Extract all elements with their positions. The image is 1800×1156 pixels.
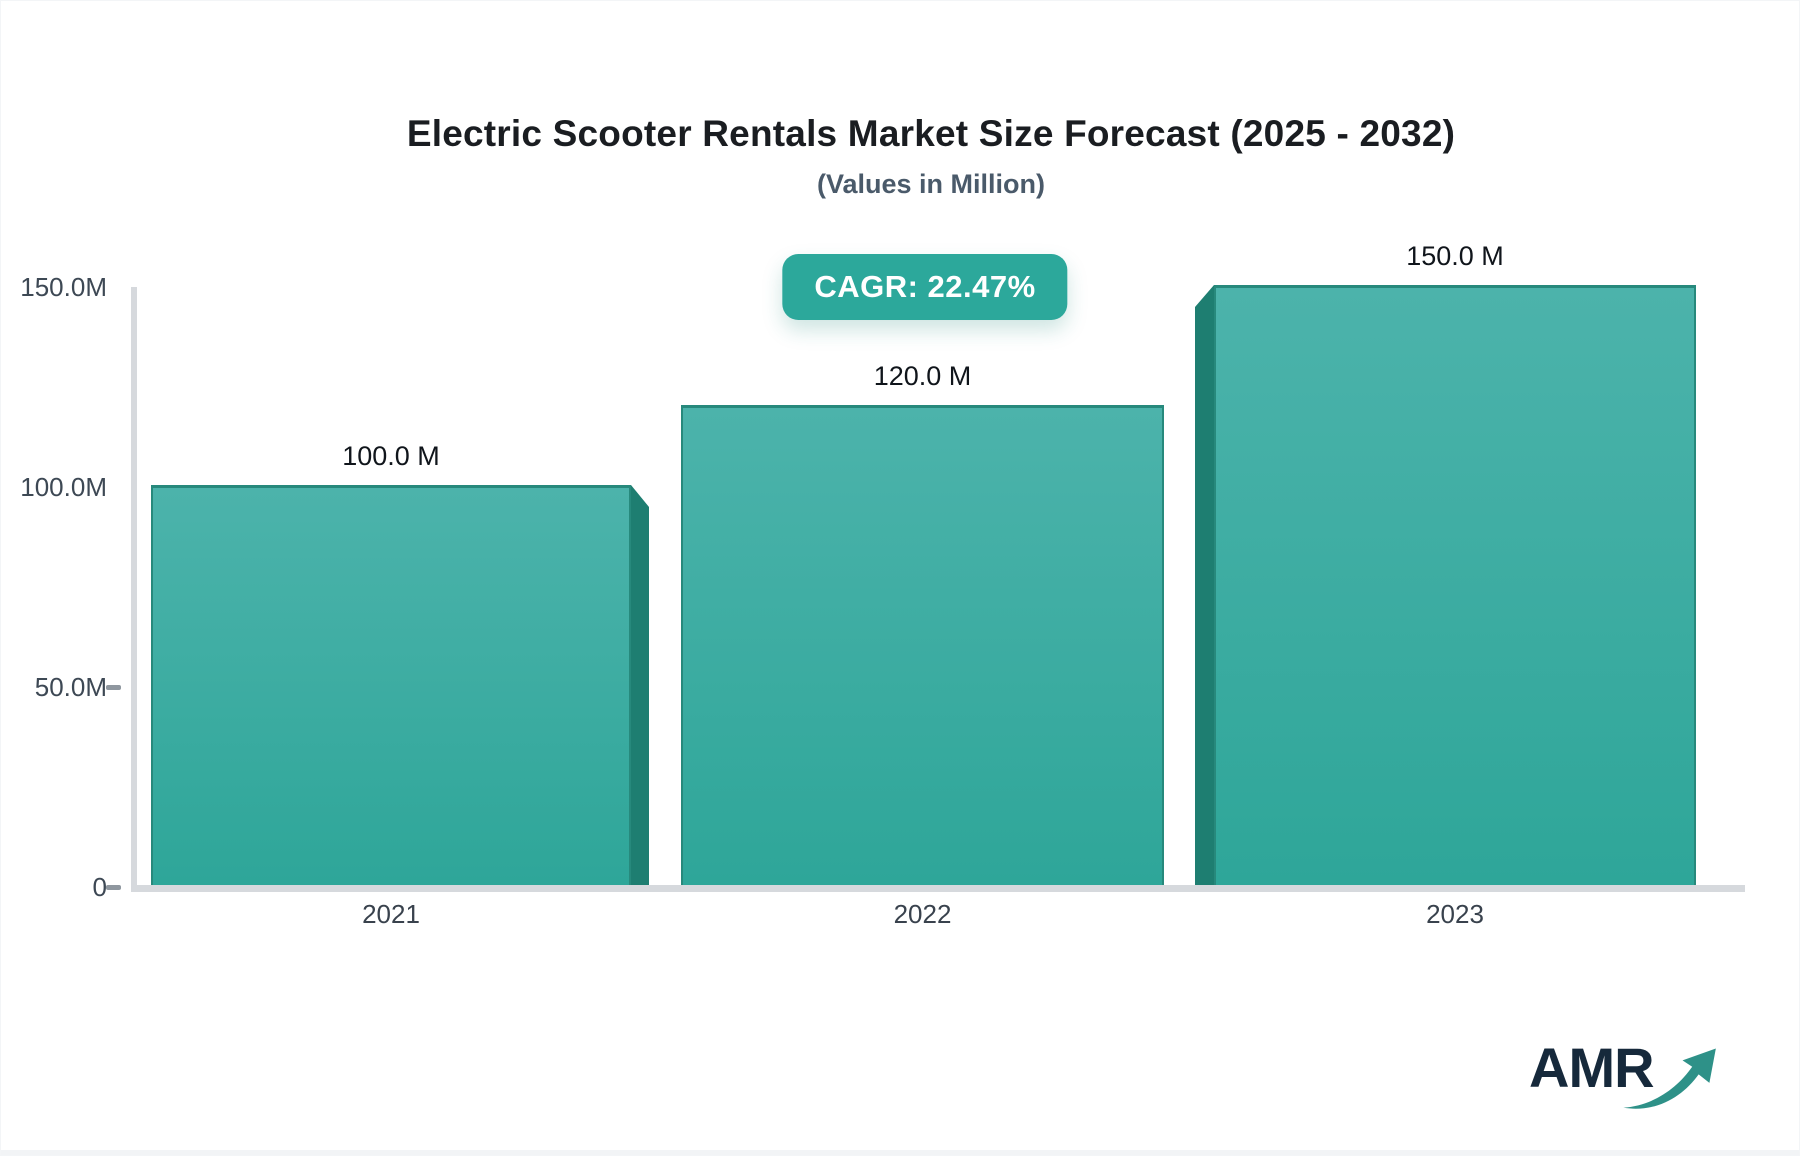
bar-2022[interactable]: [681, 405, 1164, 885]
bar-3d-side-face: [1195, 285, 1214, 885]
x-axis-line: [131, 885, 1745, 892]
y-axis-line: [131, 287, 137, 887]
bar-value-label: 150.0 M: [1406, 241, 1504, 271]
x-axis-label-2023: 2023: [1426, 899, 1484, 929]
bar-value-label: 120.0 M: [873, 361, 972, 391]
y-axis-tick-mark: [106, 885, 121, 890]
x-axis-label-2022: 2022: [893, 899, 952, 929]
y-axis-tick-label: 0: [92, 872, 107, 902]
chart-subtitle: (Values in Million): [816, 169, 1046, 199]
y-axis-tick-label: 100.0M: [20, 472, 107, 502]
bar-3d-side-face: [631, 485, 649, 885]
y-axis-tick-label: 50.0M: [34, 672, 107, 702]
bar-2021[interactable]: [151, 485, 631, 885]
chart-title: Electric Scooter Rentals Market Size For…: [406, 113, 1456, 154]
cagr-badge: CAGR: 22.47%: [782, 254, 1068, 320]
amr-logo-text: AMR: [1529, 1036, 1655, 1099]
growth-arrow-icon: [1623, 1048, 1716, 1109]
y-axis-tick-label: 150.0M: [20, 272, 107, 302]
amr-logo: AMR: [1529, 1023, 1739, 1133]
x-axis-label-2021: 2021: [362, 899, 420, 929]
bar-2023[interactable]: [1214, 285, 1696, 885]
bar-value-label: 100.0 M: [342, 441, 440, 471]
y-axis-tick-mark: [106, 685, 121, 690]
